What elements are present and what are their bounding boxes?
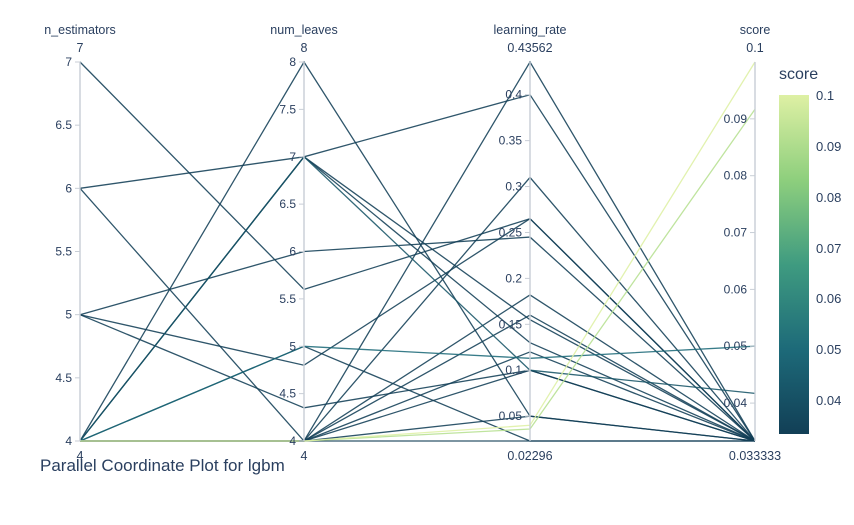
trial-line — [79, 345, 756, 442]
tick-label: 0.3 — [505, 180, 522, 194]
axis-title-num_leaves[interactable]: num_leaves — [270, 23, 337, 37]
tick-label: 6.5 — [279, 197, 296, 211]
tick-label: 6.5 — [55, 118, 72, 132]
tick-label: 8 — [289, 55, 296, 69]
trial-line — [79, 155, 756, 442]
tick-label: 6 — [289, 245, 296, 259]
trial-line — [79, 236, 756, 442]
trial-line — [80, 61, 756, 442]
tick-label: 0.4 — [505, 88, 522, 102]
trial-line — [80, 108, 756, 442]
chart-title: Parallel Coordinate Plot for lgbm — [40, 456, 285, 475]
tick-label: 0.1 — [505, 363, 522, 377]
trial-line — [79, 314, 756, 442]
tick-label: 0.15 — [499, 317, 523, 331]
tick-label: 7.5 — [279, 102, 296, 116]
tick-label: 4 — [289, 434, 296, 448]
trial-line — [79, 93, 756, 442]
axis-max-label: 7 — [77, 41, 84, 55]
tick-label: 0.07 — [724, 226, 748, 240]
tick-label: 0.05 — [724, 339, 748, 353]
tick-label: 0.25 — [499, 225, 523, 239]
tick-label: 5 — [65, 308, 72, 322]
tick-label: 5.5 — [279, 292, 296, 306]
tick-label: 4.5 — [55, 371, 72, 385]
trial-line — [80, 314, 756, 442]
tick-label: 0.06 — [724, 282, 748, 296]
trial-line — [80, 415, 756, 442]
tick-label: 0.08 — [724, 169, 748, 183]
trial-line — [79, 176, 756, 442]
trial-line — [79, 217, 756, 442]
axis-min-label: 4 — [77, 449, 84, 463]
axis-title-n_estimators[interactable]: n_estimators — [44, 23, 116, 37]
axis-max-label: 0.1 — [746, 41, 763, 55]
tick-label: 0.09 — [724, 112, 748, 126]
tick-label: 5.5 — [55, 245, 72, 259]
axis-title-learning_rate[interactable]: learning_rate — [494, 23, 567, 37]
tick-label: 7 — [65, 55, 72, 69]
trial-line — [80, 294, 756, 442]
tick-label: 0.2 — [505, 271, 522, 285]
tick-label: 0.35 — [499, 134, 523, 148]
axis-max-label: 0.43562 — [507, 41, 552, 55]
axis-min-label: 0.033333 — [729, 449, 781, 463]
tick-label: 5 — [289, 339, 296, 353]
tick-label: 4.5 — [279, 387, 296, 401]
axis-min-label: 0.02296 — [507, 449, 552, 463]
tick-label: 0.05 — [499, 409, 523, 423]
trial-line — [79, 345, 755, 442]
tick-label: 7 — [289, 150, 296, 164]
tick-label: 0.04 — [724, 396, 748, 410]
tick-label: 6 — [65, 181, 72, 195]
axis-max-label: 8 — [301, 41, 308, 55]
tick-label: 4 — [65, 434, 72, 448]
axis-title-score[interactable]: score — [740, 23, 771, 37]
axis-min-label: 4 — [301, 449, 308, 463]
